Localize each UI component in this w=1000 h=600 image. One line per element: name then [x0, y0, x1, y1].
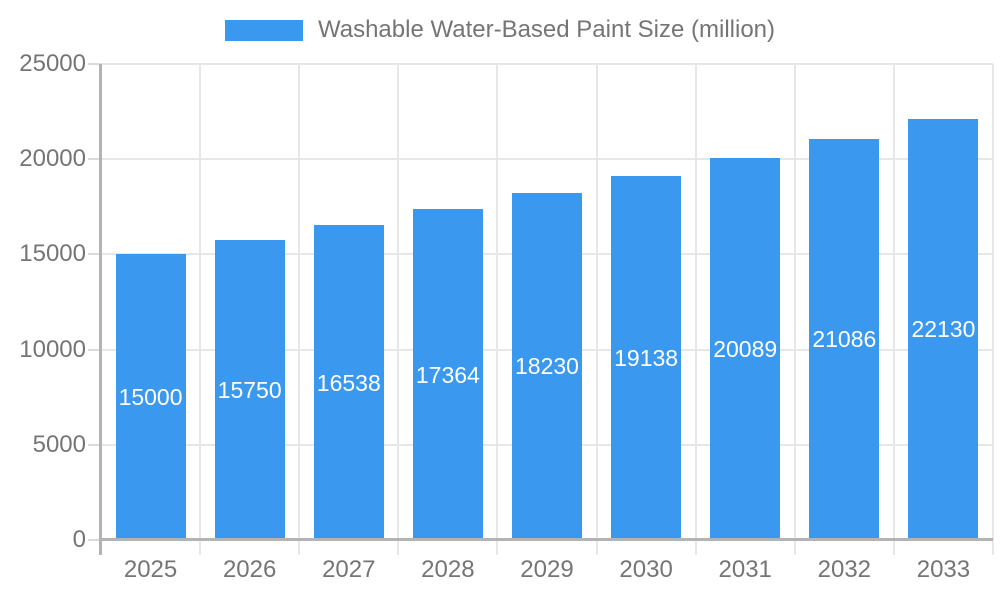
y-axis-tick-label: 20000 — [19, 145, 86, 173]
y-axis-tick-label: 10000 — [19, 335, 86, 363]
bar-2026 — [214, 240, 285, 540]
bar-2029 — [512, 192, 582, 540]
x-gridline — [793, 64, 796, 555]
bar-value-label: 22130 — [911, 316, 976, 343]
x-gridline — [397, 64, 400, 555]
bar-2025 — [115, 254, 186, 540]
legend[interactable]: Washable Water-Based Paint Size (million… — [0, 16, 1000, 44]
y-axis-tick — [88, 443, 101, 446]
x-axis-tick-label: 2030 — [619, 556, 673, 583]
bar-value-label: 20089 — [713, 335, 778, 362]
x-gridline — [892, 64, 895, 555]
x-gridline — [595, 64, 598, 555]
bar-2028 — [412, 209, 483, 540]
y-axis-tick-label: 15000 — [19, 240, 86, 268]
bar-2030 — [611, 175, 682, 540]
bar-value-label: 15000 — [118, 384, 183, 411]
bar-2031 — [710, 157, 781, 540]
x-gridline — [992, 64, 994, 555]
legend-swatch — [224, 19, 303, 41]
y-axis-tick — [88, 539, 101, 541]
x-gridline — [694, 64, 697, 555]
x-axis-tick-label: 2032 — [817, 556, 872, 583]
bar-value-label: 21086 — [812, 326, 877, 353]
x-gridline — [199, 64, 202, 555]
plot-area: 15000 15750 16538 17364 18230 19138 20089 21086… — [101, 63, 994, 555]
bar-value-label: 18230 — [515, 353, 579, 380]
x-gridline — [298, 64, 301, 555]
y-gridline — [101, 63, 993, 65]
legend-label: Washable Water-Based Paint Size (million… — [317, 16, 776, 43]
x-gridline — [496, 64, 499, 555]
x-axis-tick-label: 2025 — [123, 556, 178, 583]
y-gridline — [101, 158, 993, 161]
bar-value-label: 16538 — [316, 369, 381, 396]
x-axis-tick-label: 2033 — [916, 556, 971, 583]
x-axis-tick-label: 2029 — [520, 556, 574, 583]
bar-value-label: 17364 — [415, 361, 480, 388]
x-axis-tick-label: 2026 — [222, 556, 277, 583]
x-axis-tick-label: 2028 — [421, 556, 475, 583]
y-axis-tick-label: 5000 — [32, 430, 86, 458]
bar-value-label: 19138 — [614, 344, 679, 371]
y-axis-line — [99, 64, 102, 555]
bar-2032 — [809, 138, 880, 540]
x-axis-line — [101, 538, 993, 541]
y-axis-tick — [88, 63, 101, 65]
y-axis-tick — [88, 158, 101, 161]
y-axis-tick — [88, 253, 101, 256]
x-axis-tick-label: 2027 — [322, 556, 376, 583]
y-axis-tick — [88, 348, 101, 351]
x-axis-tick-label: 2031 — [718, 556, 772, 583]
bar-value-label: 15750 — [217, 377, 282, 404]
bar-2033 — [908, 118, 979, 540]
y-axis-tick-label: 25000 — [19, 50, 86, 77]
y-axis-tick-label: 0 — [72, 526, 86, 553]
bar-2027 — [313, 225, 384, 540]
